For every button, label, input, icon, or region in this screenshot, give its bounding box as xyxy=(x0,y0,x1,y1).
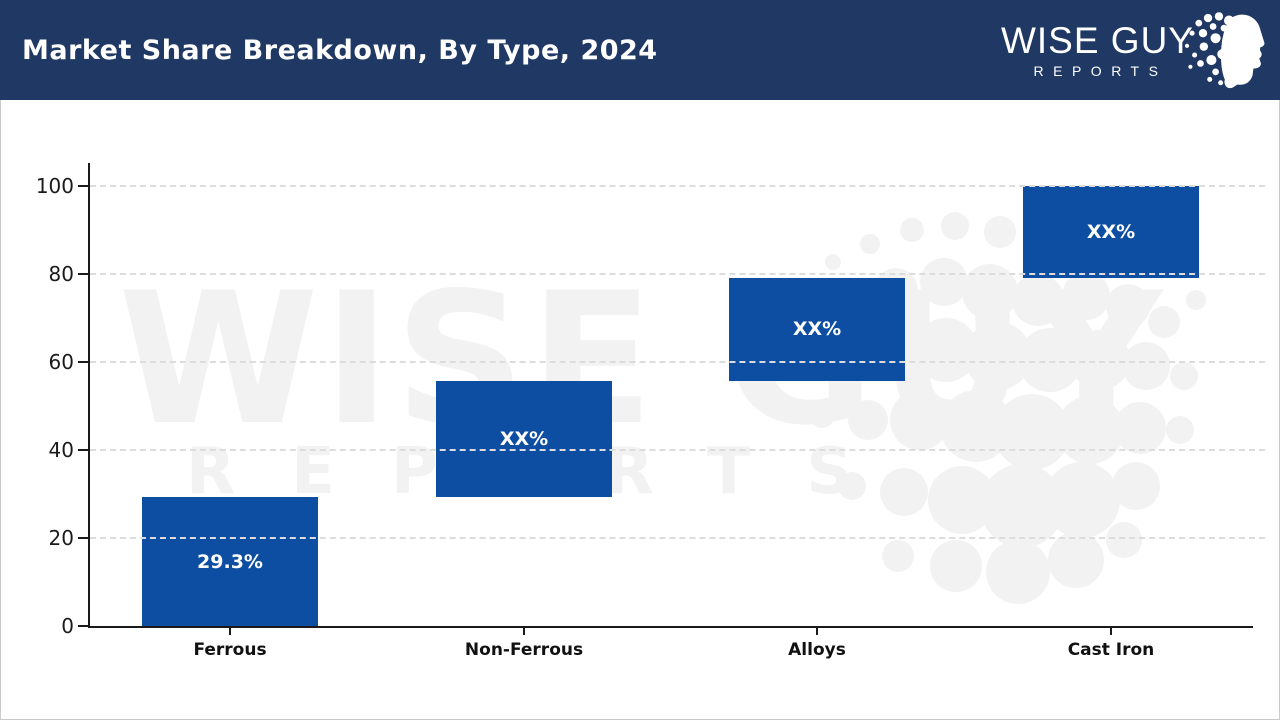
bar-segment xyxy=(142,497,318,626)
y-tick-mark xyxy=(78,449,88,451)
logo: WISE GUY REPORTS xyxy=(1001,10,1266,90)
y-tick-mark xyxy=(78,361,88,363)
y-tick-label: 0 xyxy=(61,614,74,638)
x-tick-mark xyxy=(816,628,818,635)
page-title: Market Share Breakdown, By Type, 2024 xyxy=(22,34,658,66)
x-category-label: Non-Ferrous xyxy=(464,640,584,660)
bar-value-label: 29.3% xyxy=(197,550,263,573)
x-tick-mark xyxy=(523,628,525,635)
logo-wordmark: WISE GUY xyxy=(1000,20,1194,61)
x-tick-mark xyxy=(229,628,231,635)
x-category-label: Ferrous xyxy=(193,640,267,660)
logo-text: WISE GUY REPORTS xyxy=(1001,22,1194,78)
y-tick-label: 60 xyxy=(48,350,74,374)
y-tick-mark xyxy=(78,625,88,627)
y-tick-mark xyxy=(78,537,88,539)
header: Market Share Breakdown, By Type, 2024 WI… xyxy=(0,0,1280,100)
gridline xyxy=(90,185,1265,187)
y-tick-label: 100 xyxy=(35,174,74,198)
logo-subtitle: REPORTS xyxy=(1033,63,1168,79)
bar-value-label: XX% xyxy=(792,318,842,341)
logo-head-icon xyxy=(1184,12,1265,89)
y-tick-label: 40 xyxy=(48,438,74,462)
y-axis-spine xyxy=(88,163,90,628)
x-tick-mark xyxy=(1110,628,1112,635)
chart-area: WISE GUY REPORTS 02040608010029.3%XX%XX%… xyxy=(0,100,1280,720)
gridline xyxy=(90,537,1265,539)
bar-value-label: XX% xyxy=(499,427,549,450)
gridline xyxy=(90,273,1265,275)
y-tick-mark xyxy=(78,185,88,187)
x-axis-spine xyxy=(88,626,1253,628)
y-tick-label: 20 xyxy=(48,526,74,550)
y-tick-mark xyxy=(78,273,88,275)
x-category-label: Cast Iron xyxy=(1067,640,1155,660)
bar-value-label: XX% xyxy=(1086,220,1136,243)
gridline xyxy=(90,361,1265,363)
x-category-label: Alloys xyxy=(788,640,846,660)
bar-segment xyxy=(436,380,612,498)
watermark-wordmark: WISE GUY xyxy=(118,253,1167,465)
y-tick-label: 80 xyxy=(48,262,74,286)
gridline xyxy=(90,449,1265,451)
